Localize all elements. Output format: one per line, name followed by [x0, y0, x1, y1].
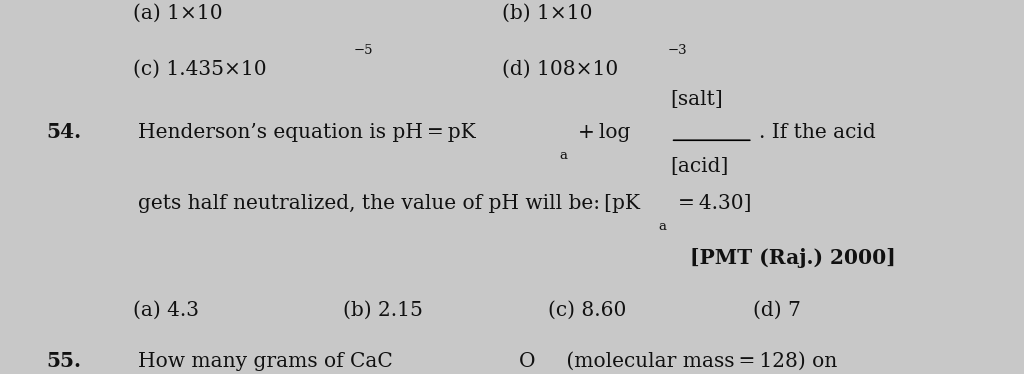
Text: (a) 1×10: (a) 1×10 — [133, 4, 223, 23]
Text: (c) 1.435×10: (c) 1.435×10 — [133, 60, 266, 79]
Text: . If the acid: . If the acid — [759, 123, 876, 142]
Text: (molecular mass = 128) on: (molecular mass = 128) on — [560, 352, 838, 371]
Text: −5: −5 — [353, 44, 373, 57]
Text: −3: −3 — [668, 44, 687, 57]
Text: (c) 8.60: (c) 8.60 — [548, 301, 627, 320]
Text: O: O — [519, 352, 536, 371]
Text: (b) 2.15: (b) 2.15 — [343, 301, 423, 320]
Text: a: a — [559, 149, 567, 162]
Text: [PMT (Raj.) 2000]: [PMT (Raj.) 2000] — [690, 248, 896, 268]
Text: gets half neutralized, the value of pH will be: [pK: gets half neutralized, the value of pH w… — [138, 194, 640, 214]
Text: (d) 7: (d) 7 — [753, 301, 801, 320]
Text: + log: + log — [574, 123, 631, 142]
Text: = 4.30]: = 4.30] — [674, 194, 752, 214]
Text: (d) 108×10: (d) 108×10 — [502, 60, 618, 79]
Text: 55.: 55. — [46, 350, 81, 371]
Text: [salt]: [salt] — [671, 90, 724, 109]
Text: Henderson’s equation is pH = pK: Henderson’s equation is pH = pK — [138, 123, 476, 142]
Text: How many grams of CaC: How many grams of CaC — [138, 352, 393, 371]
Text: a: a — [658, 220, 667, 233]
Text: (b) 1×10: (b) 1×10 — [502, 4, 592, 23]
Text: (a) 4.3: (a) 4.3 — [133, 301, 199, 320]
Text: [acid]: [acid] — [671, 157, 729, 176]
Text: 54.: 54. — [46, 122, 81, 142]
